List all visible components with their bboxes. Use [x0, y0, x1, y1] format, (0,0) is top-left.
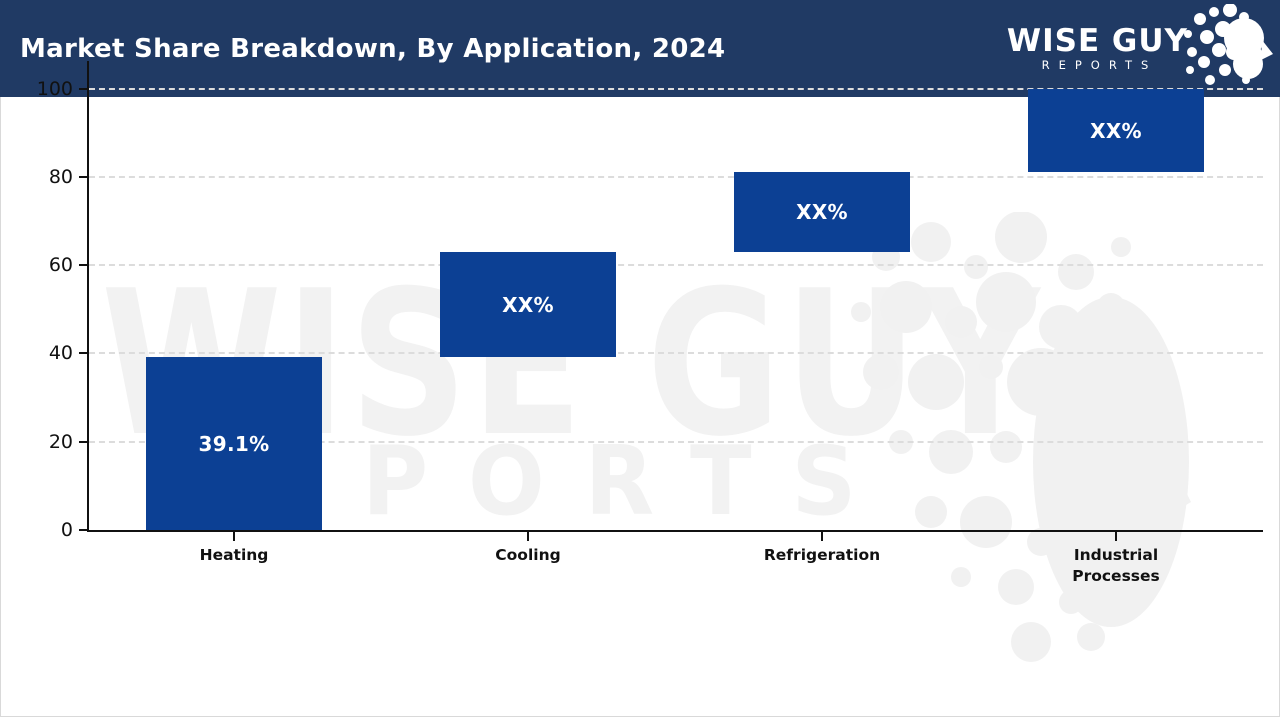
x-axis-spine — [87, 530, 1263, 532]
bar-value-label: XX% — [502, 292, 554, 317]
y-tick-label-0: 0 — [60, 519, 73, 541]
x-tick-label-3: Industrial Processes — [1072, 546, 1160, 585]
gridline-60 — [89, 264, 1263, 267]
gridline-80 — [89, 175, 1263, 178]
y-tick-mark-80 — [79, 175, 87, 178]
y-tick-mark-40 — [79, 352, 87, 355]
x-tick-mark-0 — [233, 532, 235, 541]
logo-wordmark: WISE GUY — [1006, 22, 1188, 59]
gridline-40 — [89, 352, 1263, 355]
y-tick-label-80: 80 — [48, 165, 73, 188]
x-tick-label-1: Cooling — [495, 546, 561, 564]
x-tick-mark-3 — [1115, 532, 1117, 541]
gridline-100 — [89, 87, 1263, 90]
bar-value-label: 39.1% — [198, 431, 270, 456]
y-axis-spine — [87, 61, 89, 532]
x-tick-label-2: Refrigeration — [763, 546, 881, 564]
logo-face-icon — [1184, 3, 1273, 85]
gridline-20 — [89, 440, 1263, 443]
bar-refrigeration: XX% — [734, 172, 910, 252]
y-tick-mark-100 — [79, 87, 87, 90]
logo-subtitle: REPORTS — [1041, 58, 1158, 73]
x-tick-mark-2 — [821, 532, 823, 541]
y-tick-label-40: 40 — [48, 342, 73, 365]
logo-text: WISE GUY REPORTS — [1007, 25, 1188, 73]
header-banner: Market Share Breakdown, By Application, … — [0, 0, 1280, 97]
y-tick-label-20: 20 — [48, 430, 73, 453]
bar-cooling: XX% — [440, 251, 616, 358]
y-tick-label-60: 60 — [48, 254, 73, 277]
y-tick-mark-20 — [79, 440, 87, 443]
x-tick-label-0: Heating — [199, 546, 269, 564]
bar-heating: 39.1% — [146, 357, 322, 530]
wise-guy-logo: WISE GUY REPORTS — [1007, 2, 1274, 95]
y-tick-label-100: 100 — [36, 77, 73, 100]
bar-industrial-processes: XX% — [1028, 88, 1204, 173]
y-tick-mark-0 — [79, 529, 87, 531]
bar-value-label: XX% — [1090, 118, 1142, 143]
bar-value-label: XX% — [796, 200, 848, 225]
page-title: Market Share Breakdown, By Application, … — [20, 33, 726, 64]
plot-region: 0 20 40 60 80 100 39.1% Heating XX% Cooling XX% Ref… — [36, 61, 1263, 585]
x-tick-mark-1 — [527, 532, 529, 541]
y-tick-mark-60 — [79, 264, 87, 267]
